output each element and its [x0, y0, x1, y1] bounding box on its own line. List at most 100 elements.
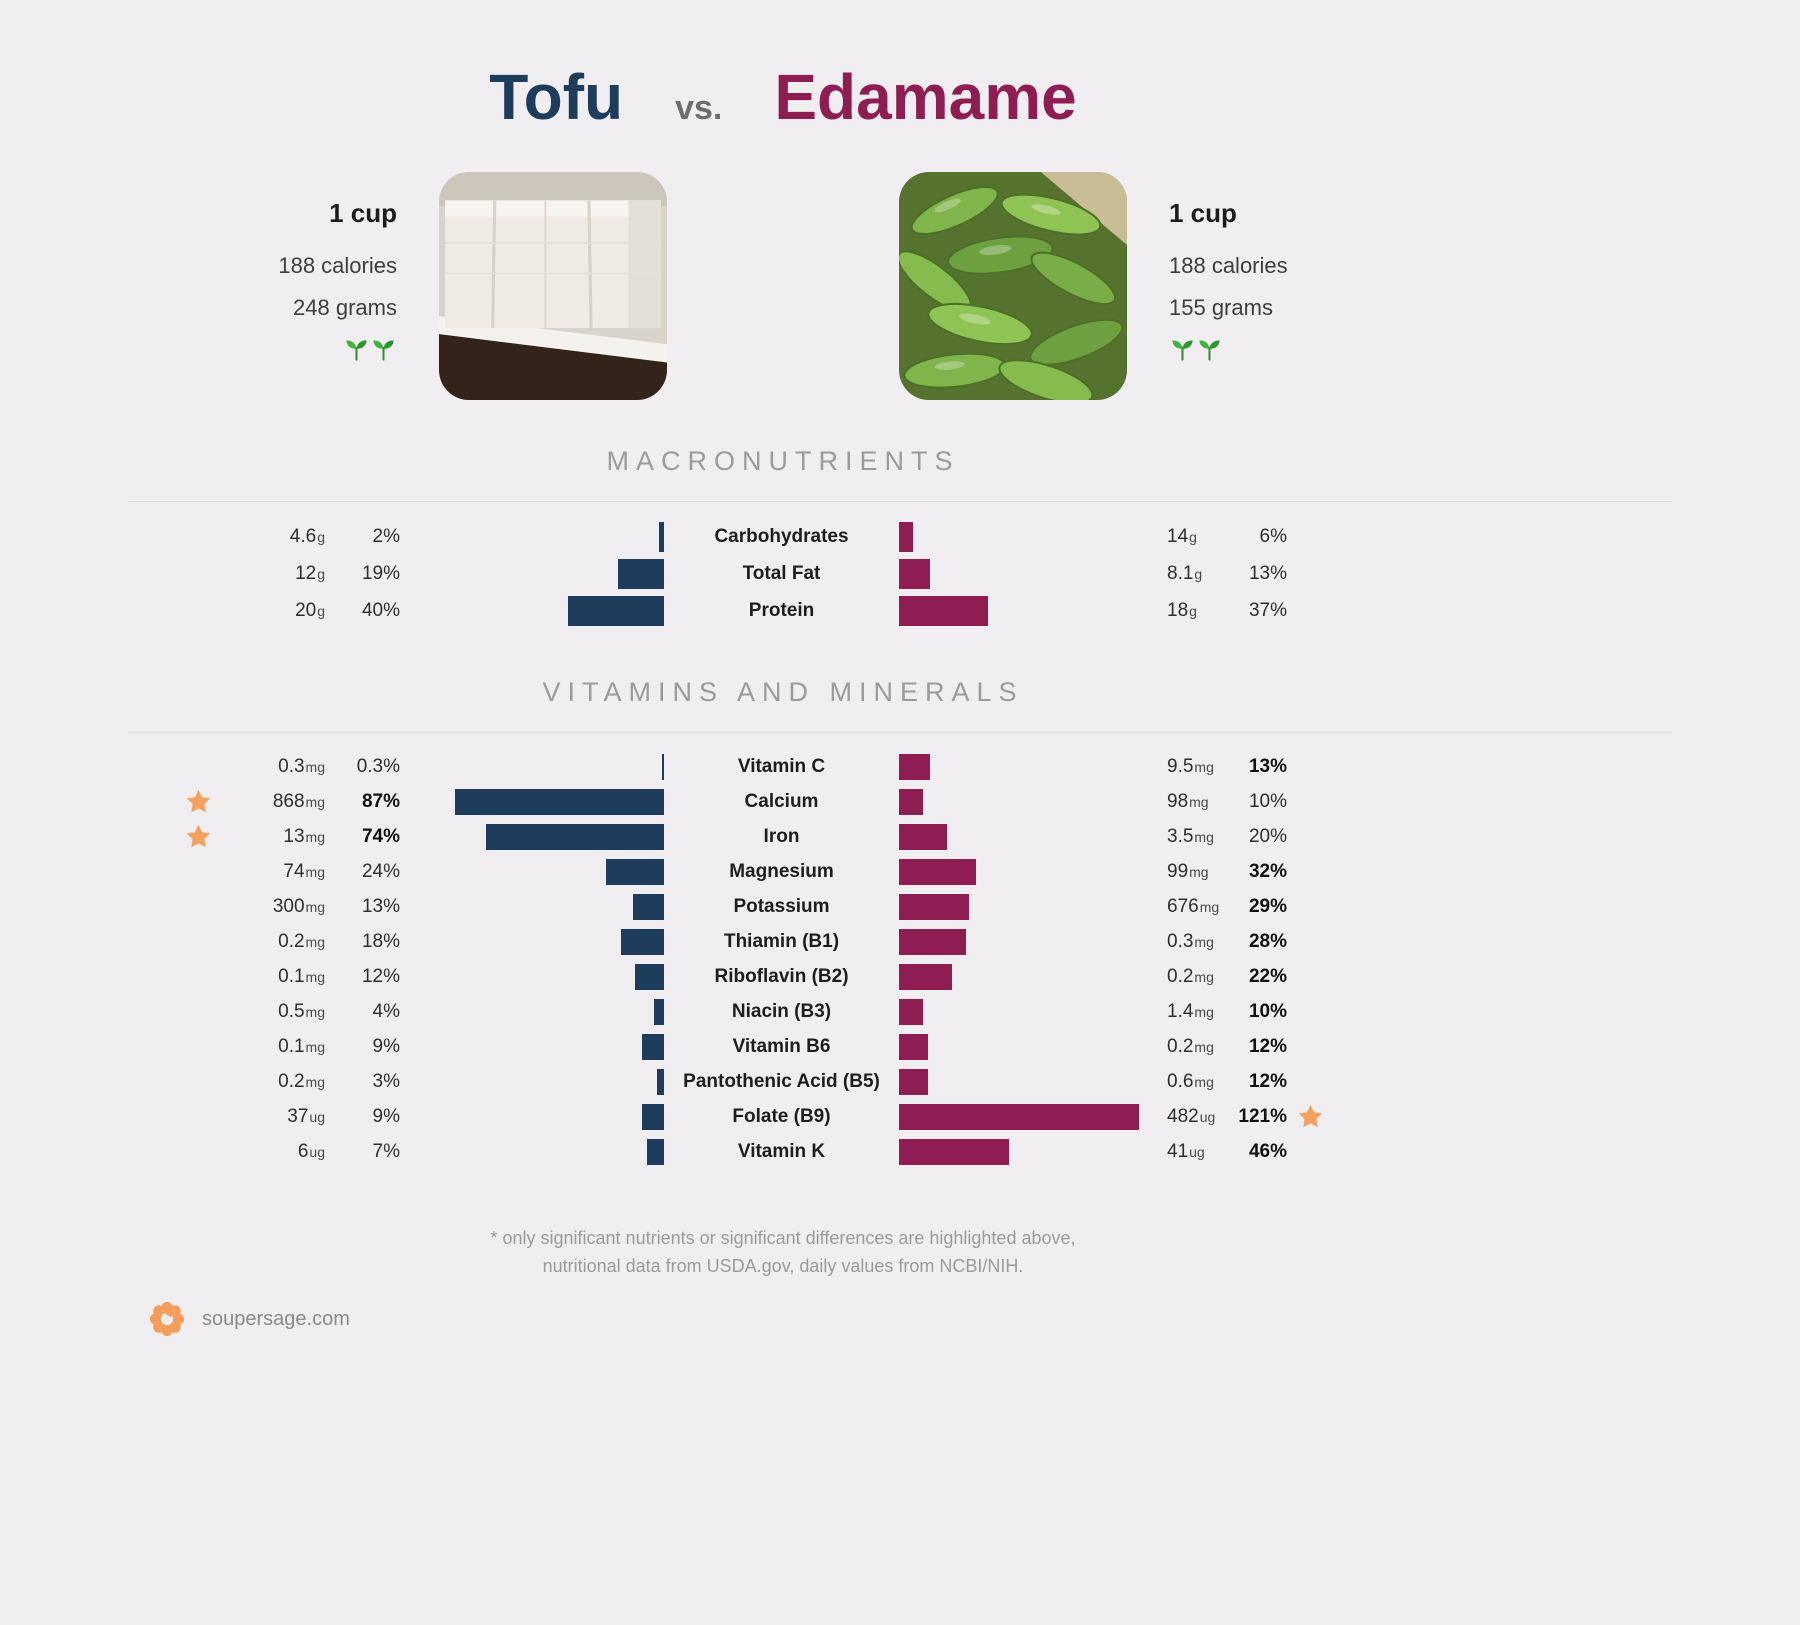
page-title: Tofu vs. Edamame: [0, 0, 1566, 133]
edamame-star-cell: [1287, 1064, 1337, 1099]
tofu-percent: 40%: [361, 599, 400, 621]
edamame-photo: [899, 172, 1127, 401]
tofu-bar-zone: [400, 592, 664, 629]
tofu-bar: [662, 753, 664, 780]
edamame-title: Edamame: [774, 61, 1077, 133]
tofu-bar-zone: [400, 1029, 664, 1064]
tofu-percent: 0.3%: [356, 755, 400, 777]
edamame-percent: 20%: [1248, 825, 1287, 847]
tofu-bar-zone: [400, 854, 664, 889]
edamame-amount: 0.2 mg: [1167, 1035, 1214, 1057]
edamame-star-cell: [1287, 592, 1337, 629]
footnote-line-1: * only significant nutrients or signific…: [490, 1228, 1076, 1249]
tofu-bar-zone: [400, 1064, 664, 1099]
edamame-percent: 13%: [1248, 562, 1287, 584]
tofu-amount: 0.5 mg: [278, 1000, 325, 1022]
edamame-bar-zone: [899, 1134, 1167, 1169]
nutrient-label: Protein: [748, 599, 815, 621]
tofu-amount: 13 mg: [283, 825, 325, 847]
tofu-amount: 0.1 mg: [278, 965, 325, 987]
tofu-percent: 2%: [372, 525, 400, 547]
tofu-bar-zone: [400, 555, 664, 592]
edamame-percent: 29%: [1248, 895, 1287, 917]
vitamins-rows: 0.3 mg 0.3% Vitamin C 9.5 mg 13% 868 mg 87%…: [168, 749, 1337, 1169]
flower-logo-icon: [149, 1301, 185, 1337]
nutrient-row-carbohydrates: 4.6 g 2% Carbohydrates 14 g 6%: [168, 518, 1337, 555]
site-footer: soupersage.com: [148, 1300, 350, 1338]
edamame-star-cell: [1287, 555, 1337, 592]
edamame-star-cell: [1287, 924, 1337, 959]
nutrient-row-vitamin-k: 6 ug 7% Vitamin K 41 ug 46%: [168, 1134, 1337, 1169]
edamame-amount: 0.2 mg: [1167, 965, 1214, 987]
edamame-bar-zone: [899, 889, 1167, 924]
edamame-star-cell: [1287, 784, 1337, 819]
edamame-bar-zone: [899, 819, 1167, 854]
tofu-star-cell: [168, 819, 218, 854]
edamame-amount: 0.6 mg: [1167, 1070, 1214, 1092]
nutrient-label: Vitamin C: [737, 755, 826, 777]
edamame-percent: 46%: [1248, 1140, 1287, 1162]
tofu-star-cell: [168, 1134, 218, 1169]
edamame-star-cell: [1287, 854, 1337, 889]
tofu-star-cell: [168, 555, 218, 592]
nutrient-row-vitamin-b6: 0.1 mg 9% Vitamin B6 0.2 mg 12%: [168, 1029, 1337, 1064]
nutrient-label: Riboflavin (B2): [714, 965, 849, 987]
tofu-star-cell: [168, 959, 218, 994]
edamame-star-cell: [1287, 889, 1337, 924]
tofu-bar-zone: [400, 959, 664, 994]
edamame-percent: 12%: [1248, 1070, 1287, 1092]
edamame-bar-zone: [899, 1029, 1167, 1064]
tofu-bar: [633, 893, 664, 920]
macronutrients-section-title: MACRONUTRIENTS: [606, 446, 960, 477]
tofu-amount: 12 g: [295, 562, 325, 584]
tofu-star-cell: [168, 994, 218, 1029]
edamame-serving-size: 1 cup: [1169, 198, 1237, 229]
footnote-line-2: nutritional data from USDA.gov, daily va…: [542, 1256, 1024, 1277]
tofu-amount: 74 mg: [283, 860, 325, 882]
tofu-bar: [635, 963, 664, 990]
edamame-amount: 99 mg: [1167, 860, 1209, 882]
nutrient-row-potassium: 300 mg 13% Potassium 676 mg 29%: [168, 889, 1337, 924]
tofu-plant-based-badge: [147, 337, 397, 362]
nutrient-label: Calcium: [744, 790, 819, 812]
tofu-bar: [621, 928, 664, 955]
tofu-percent: 87%: [361, 790, 400, 812]
tofu-star-cell: [168, 784, 218, 819]
tofu-bar-zone: [400, 1099, 664, 1134]
tofu-bar-zone: [400, 924, 664, 959]
nutrient-row-riboflavin-b2: 0.1 mg 12% Riboflavin (B2) 0.2 mg 22%: [168, 959, 1337, 994]
edamame-bar-zone: [899, 994, 1167, 1029]
edamame-calories: 188 calories: [1169, 253, 1288, 279]
tofu-amount: 868 mg: [272, 790, 325, 812]
sprout-icon: [1199, 340, 1220, 362]
edamame-percent: 37%: [1248, 599, 1287, 621]
tofu-amount: 20 g: [295, 599, 325, 621]
tofu-photo-illustration: [439, 172, 667, 401]
tofu-bar: [618, 558, 664, 589]
tofu-bar-zone: [400, 749, 664, 784]
tofu-bar-zone: [400, 1134, 664, 1169]
edamame-star-cell: [1287, 518, 1337, 555]
tofu-amount: 0.3 mg: [278, 755, 325, 777]
edamame-bar-zone: [899, 784, 1167, 819]
star-icon: [185, 823, 212, 850]
tofu-percent: 9%: [372, 1035, 400, 1057]
edamame-percent: 10%: [1248, 790, 1287, 812]
edamame-star-cell: [1287, 749, 1337, 784]
nutrient-label: Vitamin K: [737, 1140, 826, 1162]
star-icon: [185, 788, 212, 815]
edamame-amount: 1.4 mg: [1167, 1000, 1214, 1022]
tofu-star-cell: [168, 592, 218, 629]
tofu-title: Tofu: [489, 61, 624, 133]
tofu-percent: 18%: [361, 930, 400, 952]
edamame-bar: [899, 1138, 1009, 1165]
nutrient-row-protein: 20 g 40% Protein 18 g 37%: [168, 592, 1337, 629]
tofu-star-cell: [168, 889, 218, 924]
nutrient-label: Thiamin (B1): [723, 930, 840, 952]
edamame-bar: [899, 521, 913, 552]
edamame-bar-zone: [899, 749, 1167, 784]
edamame-bar: [899, 1103, 1139, 1130]
edamame-bar: [899, 963, 952, 990]
edamame-bar: [899, 1033, 928, 1060]
edamame-bar: [899, 823, 947, 850]
